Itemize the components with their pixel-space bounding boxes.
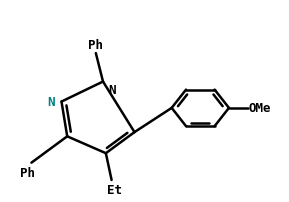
Text: N: N xyxy=(108,83,116,96)
Text: Et: Et xyxy=(107,183,122,196)
Text: N: N xyxy=(47,96,54,108)
Text: OMe: OMe xyxy=(249,102,271,115)
Text: Ph: Ph xyxy=(88,38,103,51)
Text: Ph: Ph xyxy=(20,166,35,179)
